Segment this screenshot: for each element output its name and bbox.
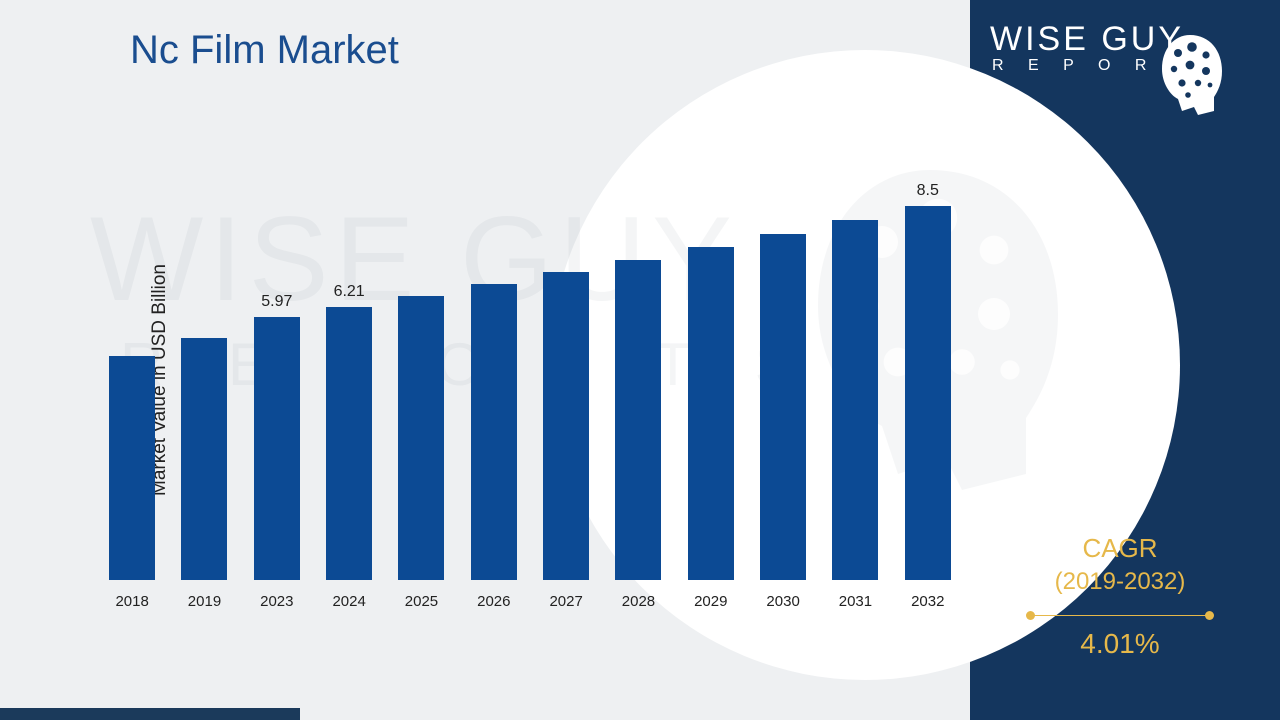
- bar-value-label: 5.97: [261, 293, 292, 311]
- bar: [398, 296, 444, 580]
- bar-wrap: [612, 140, 664, 580]
- bar-wrap: [468, 140, 520, 580]
- bar-wrap: [540, 140, 592, 580]
- bar: [254, 317, 300, 580]
- bar-wrap: [106, 140, 158, 580]
- bar-wrap: [395, 140, 447, 580]
- bottom-accent-bar: [0, 708, 300, 720]
- chart-title: Nc Film Market: [130, 28, 399, 73]
- bar: [109, 356, 155, 580]
- cagr-value: 4.01%: [1020, 628, 1220, 660]
- bar-wrap: [757, 140, 809, 580]
- bar: [471, 284, 517, 580]
- bar-value-label: 6.21: [334, 283, 365, 301]
- bar-wrap: 5.97: [251, 140, 303, 580]
- brand-head-icon: [1150, 30, 1230, 120]
- cagr-label: CAGR: [1020, 532, 1220, 566]
- bar: [615, 260, 661, 580]
- x-tick-label: 2023: [251, 593, 303, 610]
- bar: [326, 307, 372, 580]
- cagr-block: CAGR (2019-2032) 4.01%: [1020, 532, 1220, 660]
- bar-wrap: [685, 140, 737, 580]
- bar: [688, 247, 734, 580]
- bar: [543, 272, 589, 580]
- bar: [760, 234, 806, 580]
- bar-wrap: 6.21: [323, 140, 375, 580]
- x-tick-label: 2031: [829, 593, 881, 610]
- cagr-range: (2019-2032): [1020, 566, 1220, 597]
- x-tick-label: 2018: [106, 593, 158, 610]
- x-tick-label: 2030: [757, 593, 809, 610]
- brand-logo: WISE GUY R E P O R T S: [990, 20, 1250, 75]
- bar: [832, 220, 878, 580]
- x-axis-labels: 2018 2019 2023 2024 2025 2026 2027 2028 2029 2030…: [100, 593, 960, 610]
- x-tick-label: 2024: [323, 593, 375, 610]
- infographic-canvas: WISE GUY R E P O R T S Nc Film Market WI…: [0, 0, 1280, 720]
- bar-value-label: 8.5: [917, 182, 939, 200]
- x-tick-label: 2019: [178, 593, 230, 610]
- bar: [905, 206, 951, 580]
- x-tick-label: 2028: [612, 593, 664, 610]
- bars-container: 5.97 6.21 8.5: [100, 140, 960, 580]
- bar-wrap: [829, 140, 881, 580]
- x-tick-label: 2025: [395, 593, 447, 610]
- plot-area: 5.97 6.21 8.5: [100, 140, 960, 580]
- x-tick-label: 2026: [468, 593, 520, 610]
- bar-chart: Market Value in USD Billion 5.976.218.5 …: [60, 140, 960, 620]
- x-tick-label: 2027: [540, 593, 592, 610]
- x-tick-label: 2029: [685, 593, 737, 610]
- x-tick-label: 2032: [902, 593, 954, 610]
- bar: [181, 338, 227, 580]
- bar-wrap: [178, 140, 230, 580]
- bar-wrap: 8.5: [902, 140, 954, 580]
- cagr-divider: [1030, 615, 1210, 616]
